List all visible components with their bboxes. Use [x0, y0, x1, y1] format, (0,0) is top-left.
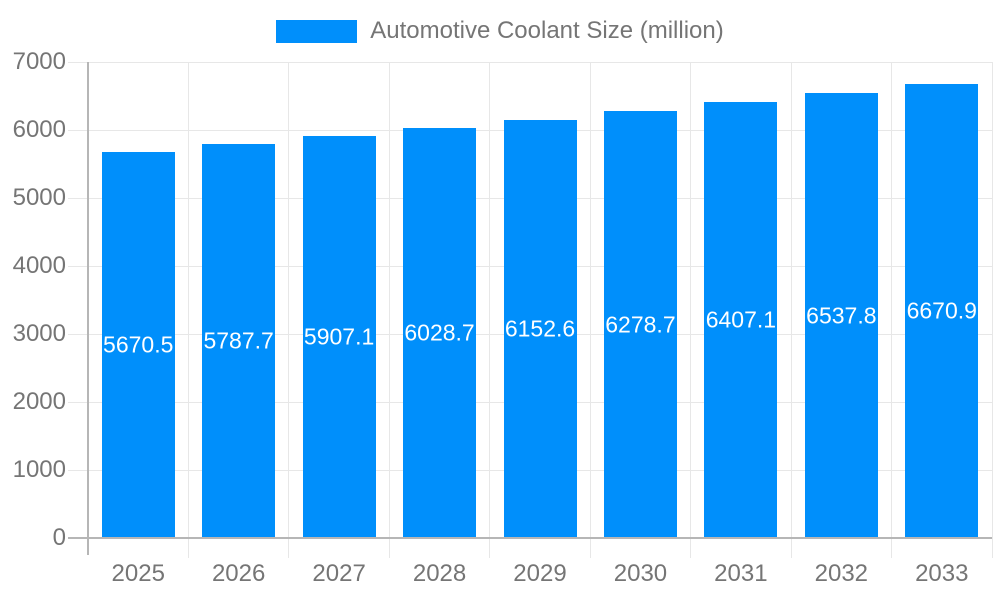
x-axis-label: 2026	[211, 560, 266, 587]
v-gridline	[187, 62, 189, 558]
y-tick-label: 4000	[12, 252, 66, 279]
y-tick-label: 6000	[12, 116, 66, 143]
legend-swatch	[276, 19, 358, 43]
y-tick-label: 3000	[12, 320, 66, 347]
bar-2026[interactable]: 5787.7	[202, 144, 276, 538]
x-axis-label: 2031	[714, 560, 768, 587]
bar-value-label: 6407.1	[705, 306, 777, 333]
bar-value-label: 5907.1	[303, 323, 375, 350]
bar-value-label: 6152.6	[504, 315, 576, 342]
h-gridline	[68, 61, 992, 63]
v-gridline	[388, 62, 390, 558]
bar-2025[interactable]: 5670.5	[101, 152, 175, 538]
v-gridline	[489, 62, 491, 558]
legend[interactable]: Automotive Coolant Size (million)	[0, 19, 1000, 43]
bar-2030[interactable]: 6278.7	[603, 111, 677, 538]
v-gridline	[891, 62, 893, 558]
legend-label: Automotive Coolant Size (million)	[370, 17, 724, 44]
bar-value-label: 6537.8	[806, 302, 877, 329]
x-axis-label: 2025	[111, 560, 165, 587]
bar-2033[interactable]: 6670.9	[905, 84, 979, 538]
x-axis-label: 2028	[412, 560, 467, 587]
y-axis-line	[87, 62, 89, 555]
y-tick-label: 1000	[12, 456, 66, 483]
bar-2029[interactable]: 6152.6	[503, 119, 577, 538]
x-axis-baseline	[68, 537, 992, 539]
bar-value-label: 5670.5	[103, 331, 174, 358]
bar-value-label: 6028.7	[404, 319, 475, 346]
v-gridline	[589, 62, 591, 558]
y-tick-label: 0	[52, 524, 66, 551]
v-gridline	[288, 62, 290, 558]
bar-2027[interactable]: 5907.1	[302, 136, 376, 538]
bar-value-label: 6278.7	[605, 311, 676, 338]
x-axis-label: 2029	[513, 560, 567, 587]
y-tick-label: 7000	[12, 48, 66, 75]
y-tick-label: 5000	[12, 184, 66, 211]
bar-2032[interactable]: 6537.8	[804, 93, 878, 538]
v-gridline	[690, 62, 692, 558]
bar-value-label: 5787.7	[203, 327, 274, 354]
v-gridline	[790, 62, 792, 558]
bar-2031[interactable]: 6407.1	[704, 102, 778, 538]
x-axis-label: 2027	[312, 560, 366, 587]
y-tick-label: 2000	[12, 388, 66, 415]
bar-2028[interactable]: 6028.7	[403, 128, 477, 538]
bar-value-label: 6670.9	[906, 297, 977, 324]
x-axis-label: 2030	[613, 560, 668, 587]
v-gridline	[991, 62, 993, 558]
x-axis-label: 2033	[915, 560, 969, 587]
x-axis-label: 2032	[814, 560, 869, 587]
